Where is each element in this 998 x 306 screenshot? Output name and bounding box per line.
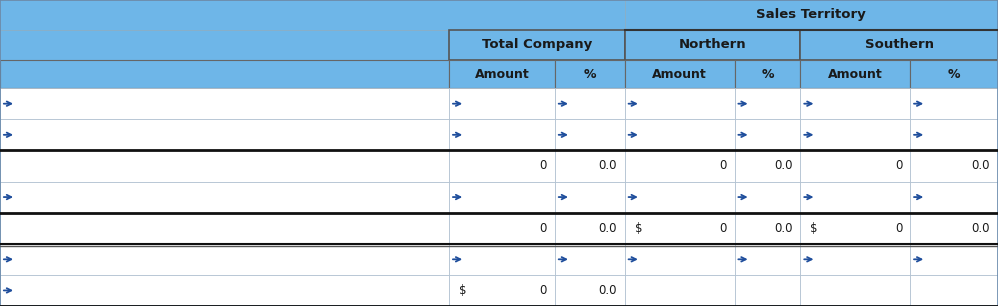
Bar bbox=[800, 30, 998, 60]
Bar bbox=[555, 60, 625, 88]
Text: 0.0: 0.0 bbox=[598, 159, 617, 173]
Text: $: $ bbox=[810, 222, 818, 235]
Bar bbox=[449, 244, 555, 275]
Bar bbox=[625, 150, 735, 181]
Bar bbox=[449, 181, 555, 213]
Bar bbox=[449, 88, 555, 119]
Bar bbox=[0, 119, 449, 150]
Bar bbox=[910, 275, 998, 306]
Bar bbox=[625, 275, 735, 306]
Bar bbox=[910, 244, 998, 275]
Bar bbox=[0, 150, 449, 181]
Bar bbox=[0, 181, 449, 213]
Bar bbox=[555, 213, 625, 244]
Text: Sales Territory: Sales Territory bbox=[756, 9, 866, 21]
Bar bbox=[625, 0, 998, 30]
Bar bbox=[735, 119, 800, 150]
Bar bbox=[449, 213, 555, 244]
Bar bbox=[555, 275, 625, 306]
Bar bbox=[910, 213, 998, 244]
Bar bbox=[800, 213, 910, 244]
Bar bbox=[735, 244, 800, 275]
Bar bbox=[0, 213, 449, 244]
Bar bbox=[0, 244, 449, 275]
Bar bbox=[0, 0, 625, 30]
Bar bbox=[625, 30, 800, 60]
Bar bbox=[0, 30, 449, 60]
Bar bbox=[625, 181, 735, 213]
Bar bbox=[449, 119, 555, 150]
Text: Northern: Northern bbox=[679, 39, 747, 51]
Text: %: % bbox=[584, 68, 596, 80]
Bar bbox=[555, 181, 625, 213]
Text: 0: 0 bbox=[895, 159, 902, 173]
Bar bbox=[800, 181, 910, 213]
Bar bbox=[625, 119, 735, 150]
Text: Amount: Amount bbox=[653, 68, 707, 80]
Bar bbox=[555, 88, 625, 119]
Text: 0.0: 0.0 bbox=[773, 222, 792, 235]
Bar bbox=[910, 60, 998, 88]
Bar bbox=[555, 119, 625, 150]
Bar bbox=[555, 244, 625, 275]
Text: 0: 0 bbox=[540, 284, 547, 297]
Text: 0.0: 0.0 bbox=[598, 284, 617, 297]
Bar bbox=[800, 275, 910, 306]
Bar bbox=[625, 88, 735, 119]
Bar bbox=[735, 181, 800, 213]
Bar bbox=[0, 60, 449, 88]
Bar bbox=[449, 60, 555, 88]
Text: 0: 0 bbox=[540, 159, 547, 173]
Bar bbox=[910, 88, 998, 119]
Bar bbox=[800, 244, 910, 275]
Bar bbox=[910, 181, 998, 213]
Bar bbox=[735, 60, 800, 88]
Text: Southern: Southern bbox=[864, 39, 934, 51]
Text: 0: 0 bbox=[720, 159, 727, 173]
Bar bbox=[800, 119, 910, 150]
Bar bbox=[735, 213, 800, 244]
Text: 0.0: 0.0 bbox=[773, 159, 792, 173]
Bar bbox=[735, 150, 800, 181]
Bar bbox=[910, 119, 998, 150]
Bar bbox=[0, 275, 449, 306]
Bar bbox=[735, 275, 800, 306]
Text: 0.0: 0.0 bbox=[971, 222, 990, 235]
Bar bbox=[449, 30, 625, 60]
Text: $: $ bbox=[459, 284, 467, 297]
Bar bbox=[449, 275, 555, 306]
Bar bbox=[910, 150, 998, 181]
Text: 0.0: 0.0 bbox=[971, 159, 990, 173]
Bar bbox=[625, 60, 735, 88]
Bar bbox=[625, 213, 735, 244]
Text: %: % bbox=[761, 68, 773, 80]
Text: 0.0: 0.0 bbox=[598, 222, 617, 235]
Bar bbox=[800, 150, 910, 181]
Text: %: % bbox=[948, 68, 960, 80]
Bar bbox=[625, 244, 735, 275]
Bar bbox=[555, 150, 625, 181]
Bar bbox=[0, 88, 449, 119]
Text: Total Company: Total Company bbox=[482, 39, 592, 51]
Text: 0: 0 bbox=[540, 222, 547, 235]
Bar bbox=[800, 88, 910, 119]
Bar bbox=[800, 60, 910, 88]
Text: Amount: Amount bbox=[828, 68, 882, 80]
Text: 0: 0 bbox=[895, 222, 902, 235]
Bar bbox=[735, 88, 800, 119]
Text: Amount: Amount bbox=[475, 68, 529, 80]
Text: 0: 0 bbox=[720, 222, 727, 235]
Bar bbox=[449, 150, 555, 181]
Text: $: $ bbox=[635, 222, 643, 235]
